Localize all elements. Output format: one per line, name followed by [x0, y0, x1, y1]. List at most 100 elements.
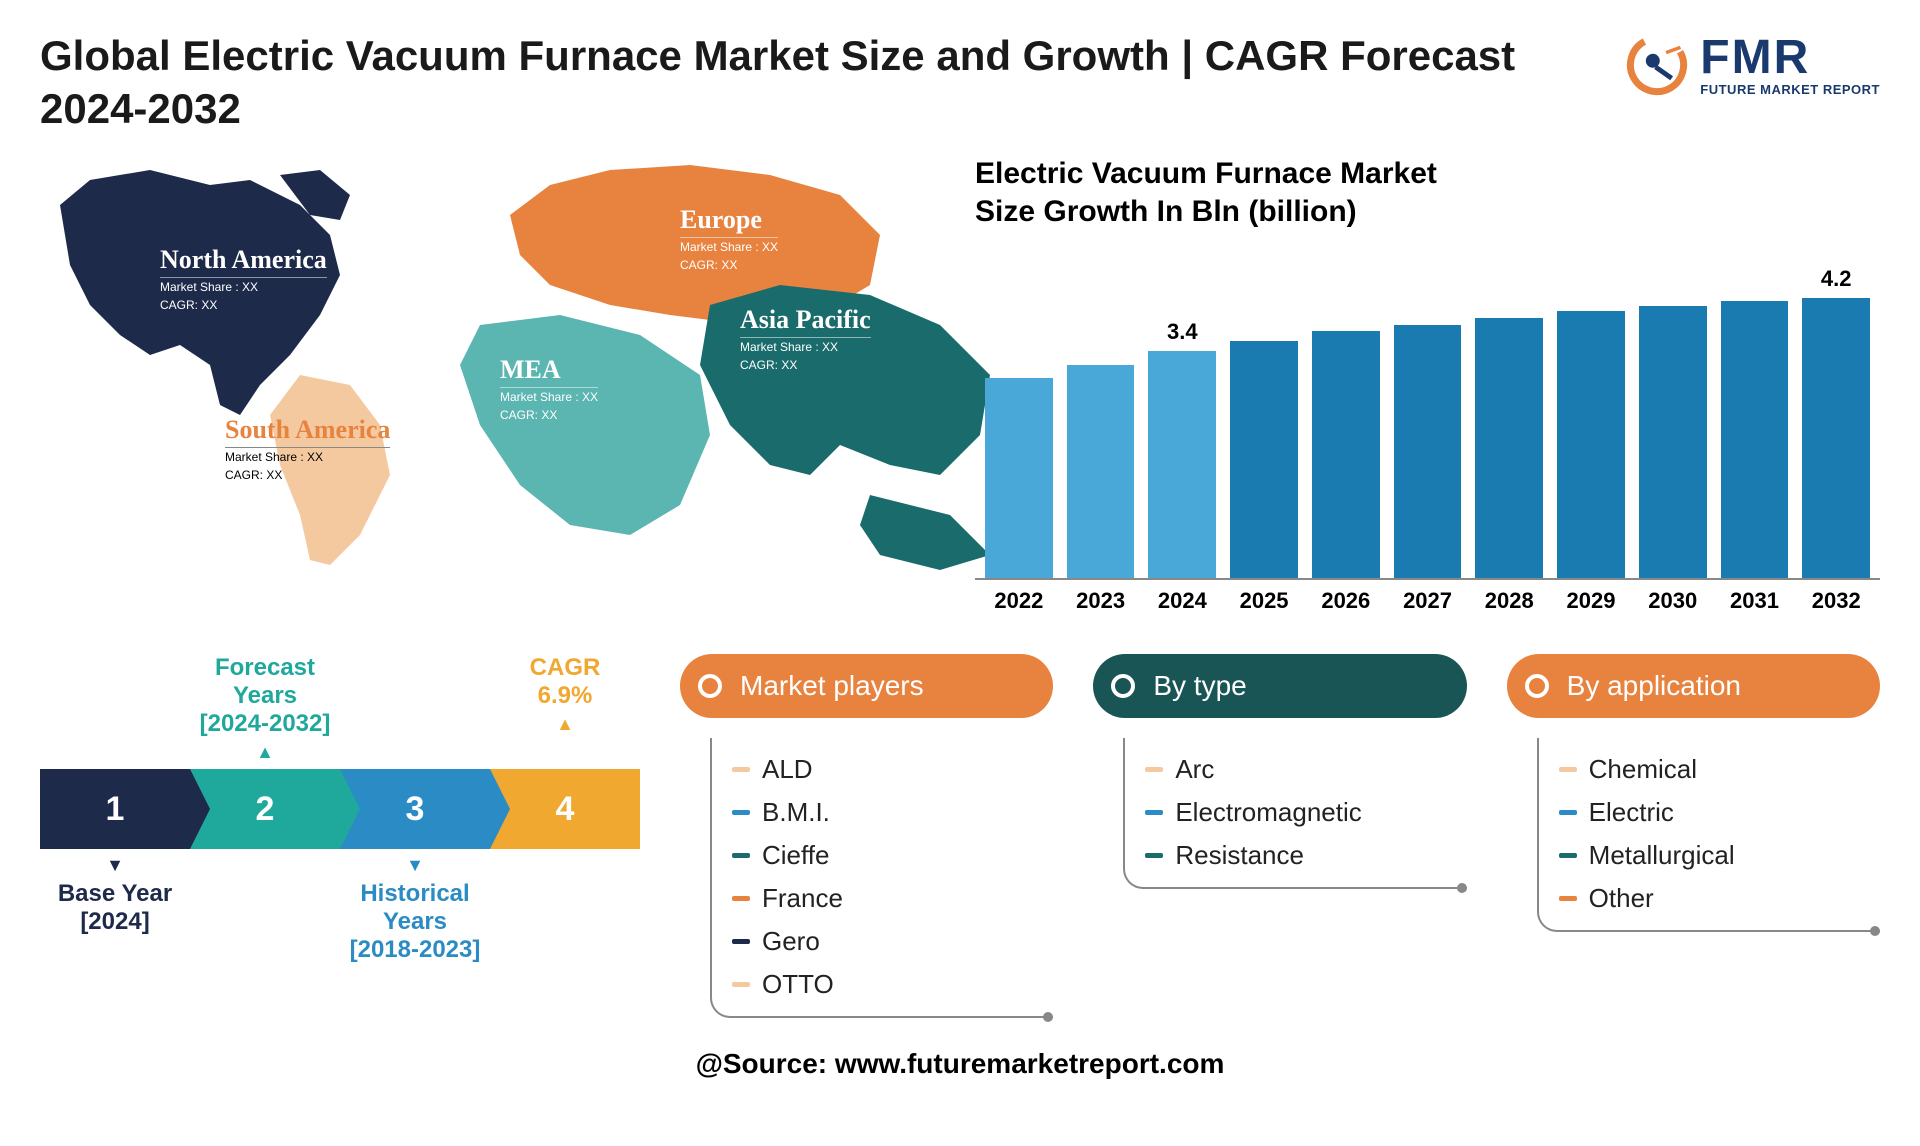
bullet-icon — [1559, 767, 1577, 772]
timeline-label: ▼Base Year[2024] — [40, 855, 190, 964]
category-pill: By type — [1093, 654, 1466, 718]
list-item-label: Metallurgical — [1589, 840, 1735, 871]
bar — [1639, 306, 1707, 578]
bar — [1557, 311, 1625, 578]
list-item-label: Other — [1589, 883, 1654, 914]
region-na-cagr: CAGR: XX — [160, 296, 327, 312]
list-item: Other — [1559, 877, 1880, 920]
list-item: Chemical — [1559, 748, 1880, 791]
bar-2024: 3.4 — [1148, 319, 1216, 578]
region-mea-name: MEA — [500, 355, 598, 385]
list-item: Metallurgical — [1559, 834, 1880, 877]
region-sa-cagr: CAGR: XX — [225, 466, 390, 482]
bullet-icon — [732, 853, 750, 858]
world-map: North America Market Share : XX CAGR: XX… — [40, 155, 945, 575]
list-item-label: Cieffe — [762, 840, 829, 871]
xlabel: 2030 — [1639, 588, 1707, 614]
region-na-share: Market Share : XX — [160, 277, 327, 294]
region-eu-share: Market Share : XX — [680, 237, 778, 254]
timeline-cell-1: 1 — [40, 769, 190, 849]
bar — [1802, 298, 1870, 578]
bullet-icon — [732, 767, 750, 772]
bar-2026 — [1312, 299, 1380, 578]
xlabel: 2032 — [1802, 588, 1870, 614]
bar — [1230, 341, 1298, 578]
bullet-icon — [732, 810, 750, 815]
bar-2028 — [1475, 286, 1543, 578]
list-item: Gero — [732, 920, 1053, 963]
bullet-icon — [1145, 767, 1163, 772]
xlabel: 2028 — [1475, 588, 1543, 614]
list-item-label: Resistance — [1175, 840, 1304, 871]
list-item-label: OTTO — [762, 969, 834, 1000]
xlabel: 2031 — [1721, 588, 1789, 614]
category-list: ALDB.M.I. Cieffe France Gero OTTO — [710, 738, 1053, 1018]
bullet-icon — [732, 982, 750, 987]
bar — [1067, 365, 1135, 578]
bullet-icon — [1559, 810, 1577, 815]
bullet-icon — [732, 896, 750, 901]
bullet-icon — [1559, 896, 1577, 901]
chart-title: Electric Vacuum Furnace Market Size Grow… — [975, 155, 1475, 230]
timeline-cell-4: 4 — [490, 769, 640, 849]
list-item-label: Chemical — [1589, 754, 1697, 785]
bar-chart: 3.4 4.2 — [975, 240, 1880, 580]
list-item: France — [732, 877, 1053, 920]
bar-value-label: 3.4 — [1167, 319, 1198, 345]
region-sa-share: Market Share : XX — [225, 447, 390, 464]
bar — [1475, 318, 1543, 578]
category-list: Arc Electromagnetic Resistance — [1123, 738, 1466, 889]
bar-2029 — [1557, 279, 1625, 578]
bullet-icon — [732, 939, 750, 944]
xlabel: 2029 — [1557, 588, 1625, 614]
chart-xaxis: 2022 2023 2024 2025 2026 2027 2028 2029 2030 2031… — [975, 580, 1880, 614]
timeline: Forecast Years[2024-2032]▲CAGR6.9%▲ 1234… — [40, 654, 640, 964]
region-ap-cagr: CAGR: XX — [740, 356, 871, 372]
bar — [1148, 351, 1216, 578]
xlabel: 2025 — [1230, 588, 1298, 614]
list-item-label: France — [762, 883, 843, 914]
xlabel: 2023 — [1067, 588, 1135, 614]
page-title: Global Electric Vacuum Furnace Market Si… — [40, 30, 1540, 135]
bar — [1394, 325, 1462, 578]
bullet-icon — [1559, 853, 1577, 858]
bar-2031 — [1721, 269, 1789, 578]
bar — [985, 378, 1053, 578]
list-item: Electromagnetic — [1145, 791, 1466, 834]
logo-subtext: FUTURE MARKET REPORT — [1700, 82, 1880, 97]
region-sa-name: South America — [225, 415, 390, 445]
xlabel: 2022 — [985, 588, 1053, 614]
region-ap-name: Asia Pacific — [740, 305, 871, 335]
bar-2022 — [985, 346, 1053, 578]
region-mea-cagr: CAGR: XX — [500, 406, 598, 422]
bar-value-label: 4.2 — [1821, 266, 1852, 292]
list-item-label: Electromagnetic — [1175, 797, 1361, 828]
bullet-icon — [1145, 853, 1163, 858]
list-item: Electric — [1559, 791, 1880, 834]
category-list: Chemical Electric Metallurgical Other — [1537, 738, 1880, 932]
list-item: B.M.I. — [732, 791, 1053, 834]
xlabel: 2026 — [1312, 588, 1380, 614]
list-item: ALD — [732, 748, 1053, 791]
bar-2030 — [1639, 274, 1707, 578]
bar-2023 — [1067, 333, 1135, 578]
timeline-cell-3: 3 — [340, 769, 490, 849]
region-ap-share: Market Share : XX — [740, 337, 871, 354]
timeline-label: ▼Historical Years[2018-2023] — [340, 855, 490, 964]
region-mea-share: Market Share : XX — [500, 387, 598, 404]
list-item: Resistance — [1145, 834, 1466, 877]
list-item: Arc — [1145, 748, 1466, 791]
source-line: @Source: www.futuremarketreport.com — [40, 1048, 1880, 1080]
list-item: Cieffe — [732, 834, 1053, 877]
xlabel: 2024 — [1148, 588, 1216, 614]
list-item-label: Gero — [762, 926, 820, 957]
region-eu-name: Europe — [680, 205, 778, 235]
bar-2032: 4.2 — [1802, 266, 1870, 578]
category-pill: By application — [1507, 654, 1880, 718]
region-eu-cagr: CAGR: XX — [680, 256, 778, 272]
timeline-cell-2: 2 — [190, 769, 340, 849]
logo-icon — [1622, 30, 1692, 100]
logo-text: FMR — [1700, 34, 1880, 82]
xlabel: 2027 — [1394, 588, 1462, 614]
category-pill: Market players — [680, 654, 1053, 718]
